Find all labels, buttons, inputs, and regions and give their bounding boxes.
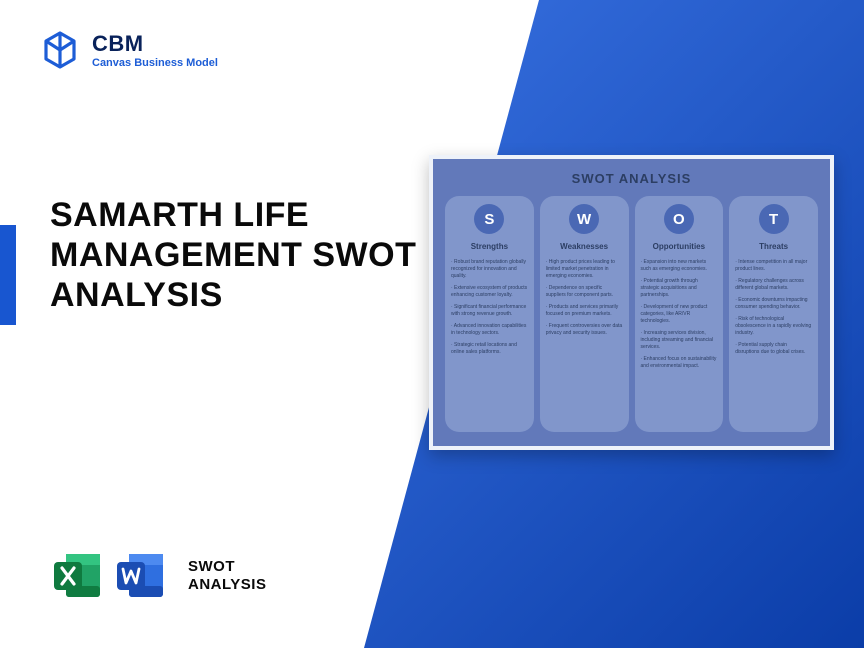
swot-item: · Increasing services division, includin…	[641, 330, 718, 351]
swot-letter-t: T	[759, 204, 789, 234]
swot-letter-s: S	[474, 204, 504, 234]
cbm-logo-icon	[40, 30, 80, 70]
swot-item: · Development of new product categories,…	[641, 304, 718, 325]
swot-col-opportunities: O Opportunities · Expansion into new mar…	[635, 196, 724, 432]
excel-icon	[50, 548, 105, 603]
page-title: SAMARTH LIFE MANAGEMENT SWOT ANALYSIS	[50, 195, 420, 315]
swot-items-strengths: · Robust brand reputation globally recog…	[451, 259, 528, 361]
swot-item: · Extensive ecosystem of products enhanc…	[451, 285, 528, 299]
swot-item: · Significant financial performance with…	[451, 304, 528, 318]
bottom-block: SWOT ANALYSIS	[50, 548, 266, 603]
swot-item: · High product prices leading to limited…	[546, 259, 623, 280]
swot-item: · Expansion into new markets such as eme…	[641, 259, 718, 273]
swot-letter-o: O	[664, 204, 694, 234]
bottom-label-line1: SWOT	[188, 558, 266, 575]
logo-block: CBM Canvas Business Model	[40, 30, 218, 70]
swot-heading-threats: Threats	[759, 242, 788, 251]
swot-item: · Potential growth through strategic acq…	[641, 278, 718, 299]
swot-item: · Strategic retail locations and online …	[451, 342, 528, 356]
brand-subtitle: Canvas Business Model	[92, 57, 218, 69]
swot-columns: S Strengths · Robust brand reputation gl…	[445, 196, 818, 432]
swot-heading-weaknesses: Weaknesses	[560, 242, 608, 251]
swot-item: · Risk of technological obsolescence in …	[735, 316, 812, 337]
swot-item: · Products and services primarily focuse…	[546, 304, 623, 318]
swot-col-weaknesses: W Weaknesses · High product prices leadi…	[540, 196, 629, 432]
swot-letter-w: W	[569, 204, 599, 234]
swot-card: SWOT ANALYSIS S Strengths · Robust brand…	[429, 155, 834, 450]
swot-item: · Regulatory challenges across different…	[735, 278, 812, 292]
word-icon	[113, 548, 168, 603]
swot-col-strengths: S Strengths · Robust brand reputation gl…	[445, 196, 534, 432]
app-icons	[50, 548, 168, 603]
swot-card-title: SWOT ANALYSIS	[445, 171, 818, 186]
swot-item: · Dependence on specific suppliers for c…	[546, 285, 623, 299]
left-accent-bar	[0, 225, 16, 325]
swot-items-opportunities: · Expansion into new markets such as eme…	[641, 259, 718, 375]
swot-item: · Robust brand reputation globally recog…	[451, 259, 528, 280]
swot-item: · Potential supply chain disruptions due…	[735, 342, 812, 356]
swot-item: · Intense competition in all major produ…	[735, 259, 812, 273]
bottom-label-line2: ANALYSIS	[188, 576, 266, 593]
swot-heading-opportunities: Opportunities	[653, 242, 705, 251]
swot-heading-strengths: Strengths	[471, 242, 508, 251]
bottom-label: SWOT ANALYSIS	[188, 558, 266, 593]
swot-items-threats: · Intense competition in all major produ…	[735, 259, 812, 361]
swot-col-threats: T Threats · Intense competition in all m…	[729, 196, 818, 432]
swot-items-weaknesses: · High product prices leading to limited…	[546, 259, 623, 342]
swot-item: · Enhanced focus on sustainability and e…	[641, 356, 718, 370]
swot-item: · Frequent controversies over data priva…	[546, 323, 623, 337]
brand-name: CBM	[92, 31, 218, 57]
swot-item: · Advanced innovation capabilities in te…	[451, 323, 528, 337]
swot-item: · Economic downturns impacting consumer …	[735, 297, 812, 311]
